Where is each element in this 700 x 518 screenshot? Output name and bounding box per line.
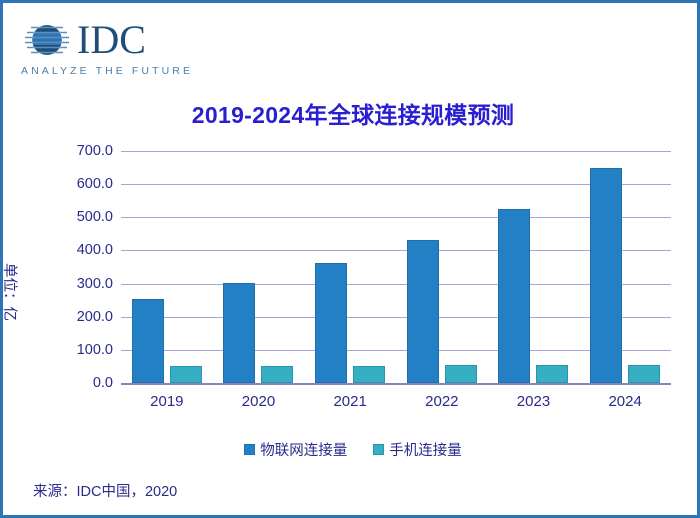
gridline [121, 184, 671, 186]
bar-iot-2022[interactable] [406, 239, 439, 383]
y-axis-tick-label: 0.0 [92, 375, 113, 391]
y-axis-title: 单位：亿 [1, 263, 17, 321]
idc-logo: IDC ANALYZE THE FUTURE [19, 17, 199, 79]
bar-phone-2019[interactable] [169, 365, 202, 383]
gridline [121, 283, 671, 285]
y-axis-tick-label: 400.0 [76, 242, 113, 259]
bar-group [121, 151, 213, 383]
bar-iot-2023[interactable] [498, 209, 531, 383]
legend-label: 物联网连接量 [260, 443, 348, 459]
bar-phone-2021[interactable] [353, 365, 386, 383]
striped-globe-icon [25, 24, 69, 56]
y-axis-tick-label: 200.0 [76, 308, 113, 325]
bar-group [396, 151, 488, 383]
logo-row: IDC [19, 17, 199, 63]
gridline [121, 151, 671, 152]
bar-iot-2020[interactable] [223, 282, 256, 383]
bar-group [488, 151, 580, 383]
x-axis-tick-label: 2021 [333, 393, 367, 410]
y-axis-tick-label: 300.0 [76, 275, 113, 292]
bar-phone-2024[interactable] [628, 365, 661, 383]
x-axis-tick-label: 2019 [150, 393, 184, 410]
legend-label: 手机连接量 [389, 443, 462, 459]
y-axis-tick-label: 500.0 [76, 209, 113, 226]
plot-area: 2019 2020 2021 2022 2023 2024 [121, 151, 671, 410]
logo-wordmark: IDC [77, 17, 146, 62]
y-axis-tick-label: 600.0 [76, 176, 113, 193]
gridline [121, 316, 671, 318]
bar-phone-2020[interactable] [261, 365, 294, 383]
y-axis-tick-label: 700.0 [76, 143, 113, 159]
gridline [121, 250, 671, 252]
x-axis-tick-label: 2022 [425, 393, 459, 410]
legend-swatch-icon [244, 444, 256, 455]
x-axis-line [121, 383, 671, 385]
gridline [121, 349, 671, 351]
bar-chart: 单位：亿 0.0 100.0 200.0 300.0 400.0 500.0 600.0 70… [1, 135, 700, 435]
bar-group [579, 151, 671, 383]
logo-tagline: ANALYZE THE FUTURE [21, 65, 194, 77]
y-axis-tick-labels: 0.0 100.0 200.0 300.0 400.0 500.0 600.0 700.0 [47, 143, 113, 391]
gridline [121, 217, 671, 219]
chart-title: 2019-2024年全球连接规模预测 [191, 102, 515, 128]
x-axis-tick-label: 2020 [241, 393, 276, 410]
bar-iot-2024[interactable] [590, 168, 623, 383]
source-note: 来源：IDC中国，2020 [33, 484, 178, 500]
bar-group [304, 151, 396, 383]
legend-item-iot[interactable]: 物联网连接量 [244, 439, 347, 460]
legend-swatch-icon [373, 444, 385, 455]
y-axis-tick-label: 100.0 [76, 341, 113, 358]
chart-legend: 物联网连接量 手机连接量 [3, 439, 700, 460]
bar-phone-2023[interactable] [536, 364, 569, 383]
x-axis-tick-label: 2024 [608, 393, 642, 410]
bar-iot-2021[interactable] [315, 263, 348, 383]
bar-group [213, 151, 305, 383]
bar-iot-2019[interactable] [131, 299, 164, 383]
x-axis-tick-label: 2023 [516, 393, 551, 410]
bar-phone-2022[interactable] [444, 365, 477, 383]
legend-item-phone[interactable]: 手机连接量 [373, 439, 462, 460]
